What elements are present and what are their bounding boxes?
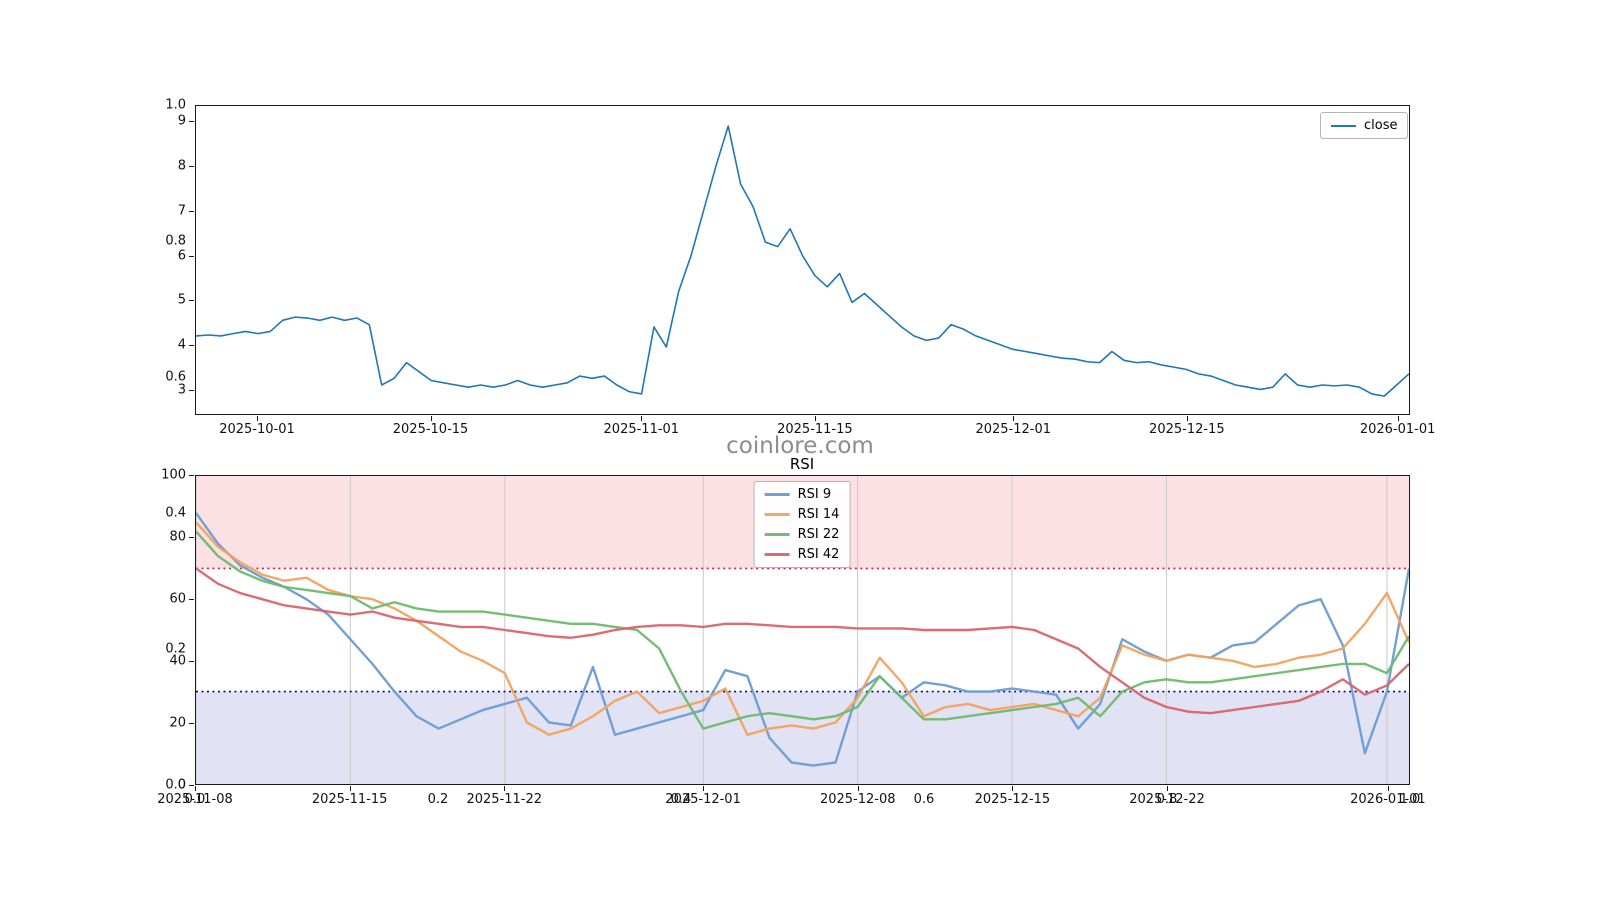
x-tick-label: 2025-12-15 (1149, 422, 1225, 437)
x-tick-label: 2025-12-22 (1129, 792, 1205, 807)
watermark: coinlore.com (726, 433, 874, 459)
y-tick-mark (189, 390, 194, 392)
x-tick-mark (256, 416, 258, 421)
overlay-x-tick-label: 0.6 (913, 792, 935, 807)
y-tick-label: 8 (177, 158, 186, 174)
y-tick-mark (189, 345, 194, 347)
x-tick-label: 2025-12-08 (819, 792, 896, 807)
x-tick-mark (349, 786, 351, 791)
legend-line-swatch (764, 553, 790, 556)
x-tick-mark (195, 786, 196, 791)
y-tick-mark (189, 723, 194, 724)
x-tick-label: 2025-11-15 (311, 792, 388, 807)
legend-line-swatch (1331, 124, 1356, 127)
x-tick-label: 2026-01-01 (1359, 422, 1436, 437)
y-tick-label: 7 (177, 203, 186, 219)
y-tick-label: 0 (177, 777, 186, 793)
legend-entry-rsi-42: RSI 42 (764, 547, 840, 562)
legend-label: RSI 22 (797, 527, 840, 542)
x-tick-label: 2025-12-01 (975, 422, 1052, 437)
x-tick-label: 2026-01-01 (1350, 792, 1426, 807)
overlay-y-tick-label: 0.0 (165, 777, 186, 793)
y-tick-label: 3 (177, 382, 186, 398)
x-tick-mark (641, 416, 643, 421)
y-tick-mark (189, 255, 194, 257)
overlay-y-tick-label: 0.6 (165, 369, 186, 385)
y-tick-mark (189, 599, 194, 600)
x-tick-label: 2025-11-01 (603, 422, 680, 437)
x-tick-label: 2025-10-15 (392, 422, 469, 437)
legend-entry-close: close (1331, 118, 1397, 133)
x-tick-label: 2025-12-01 (665, 792, 741, 807)
x-tick-mark (1013, 416, 1015, 421)
x-tick-label: 2025-11-15 (777, 422, 853, 437)
overlay-x-tick-label: 0.4 (670, 792, 692, 807)
price-legend: close (1320, 112, 1409, 139)
legend-entry-rsi-22: RSI 22 (764, 527, 840, 542)
x-tick-mark (703, 786, 705, 791)
legend-entry-rsi-9: RSI 9 (764, 487, 840, 502)
x-tick-mark (1397, 416, 1399, 421)
y-tick-mark (189, 785, 194, 786)
y-tick-mark (189, 475, 194, 476)
legend-label: close (1364, 118, 1398, 133)
y-tick-mark (189, 210, 194, 212)
y-tick-label: 6 (177, 248, 186, 263)
x-tick-mark (504, 786, 506, 791)
legend-label: RSI 14 (797, 507, 840, 522)
y-tick-label: 100 (161, 467, 186, 483)
overlay-x-tick-label: 1.0 (1399, 792, 1421, 807)
x-tick-mark (1012, 786, 1014, 791)
y-tick-label: 20 (169, 715, 186, 731)
legend-label: RSI 9 (797, 487, 832, 502)
x-tick-label: 2025-11-08 (157, 792, 233, 807)
overlay-x-tick-label: 0.2 (427, 792, 449, 807)
x-tick-label: 2025-10-01 (219, 422, 295, 437)
y-tick-mark (189, 300, 194, 302)
y-tick-label: 4 (177, 337, 186, 353)
legend-label: RSI 42 (797, 547, 840, 562)
x-tick-label: 2025-11-22 (466, 792, 543, 807)
x-tick-mark (814, 416, 816, 421)
price-plot-area (195, 105, 1410, 415)
x-tick-mark (857, 786, 859, 791)
x-tick-mark (1167, 786, 1168, 791)
x-tick-mark (1186, 416, 1188, 421)
y-tick-label: 80 (169, 529, 186, 545)
overlay-y-tick-label: 0.2 (165, 641, 186, 657)
overlay-y-tick-label: 1.0 (165, 97, 186, 113)
y-tick-label: 60 (169, 591, 186, 607)
overlay-y-tick-label: 0.8 (165, 233, 186, 249)
legend-line-swatch (764, 533, 790, 536)
y-tick-label: 5 (177, 292, 186, 308)
y-tick-mark (189, 120, 194, 122)
overlay-y-tick-label: 0.4 (165, 505, 186, 521)
y-tick-mark (189, 537, 194, 538)
y-tick-label: 40 (169, 653, 186, 669)
x-tick-mark (1387, 786, 1389, 791)
rsi-chart-title: RSI (789, 455, 815, 473)
overlay-x-tick-label: 0.8 (1156, 792, 1178, 807)
legend-line-swatch (764, 493, 790, 496)
overlay-x-tick-label: 0.0 (184, 792, 206, 807)
legend-entry-rsi-14: RSI 14 (764, 507, 840, 522)
y-tick-label: 9 (177, 113, 186, 129)
x-tick-label: 2025-12-15 (974, 792, 1051, 807)
legend-line-swatch (764, 513, 790, 516)
rsi-legend: RSI 9 RSI 14 RSI 22 RSI 42 (753, 481, 851, 568)
x-tick-mark (430, 416, 432, 421)
y-tick-mark (189, 661, 194, 662)
y-tick-mark (189, 165, 194, 167)
